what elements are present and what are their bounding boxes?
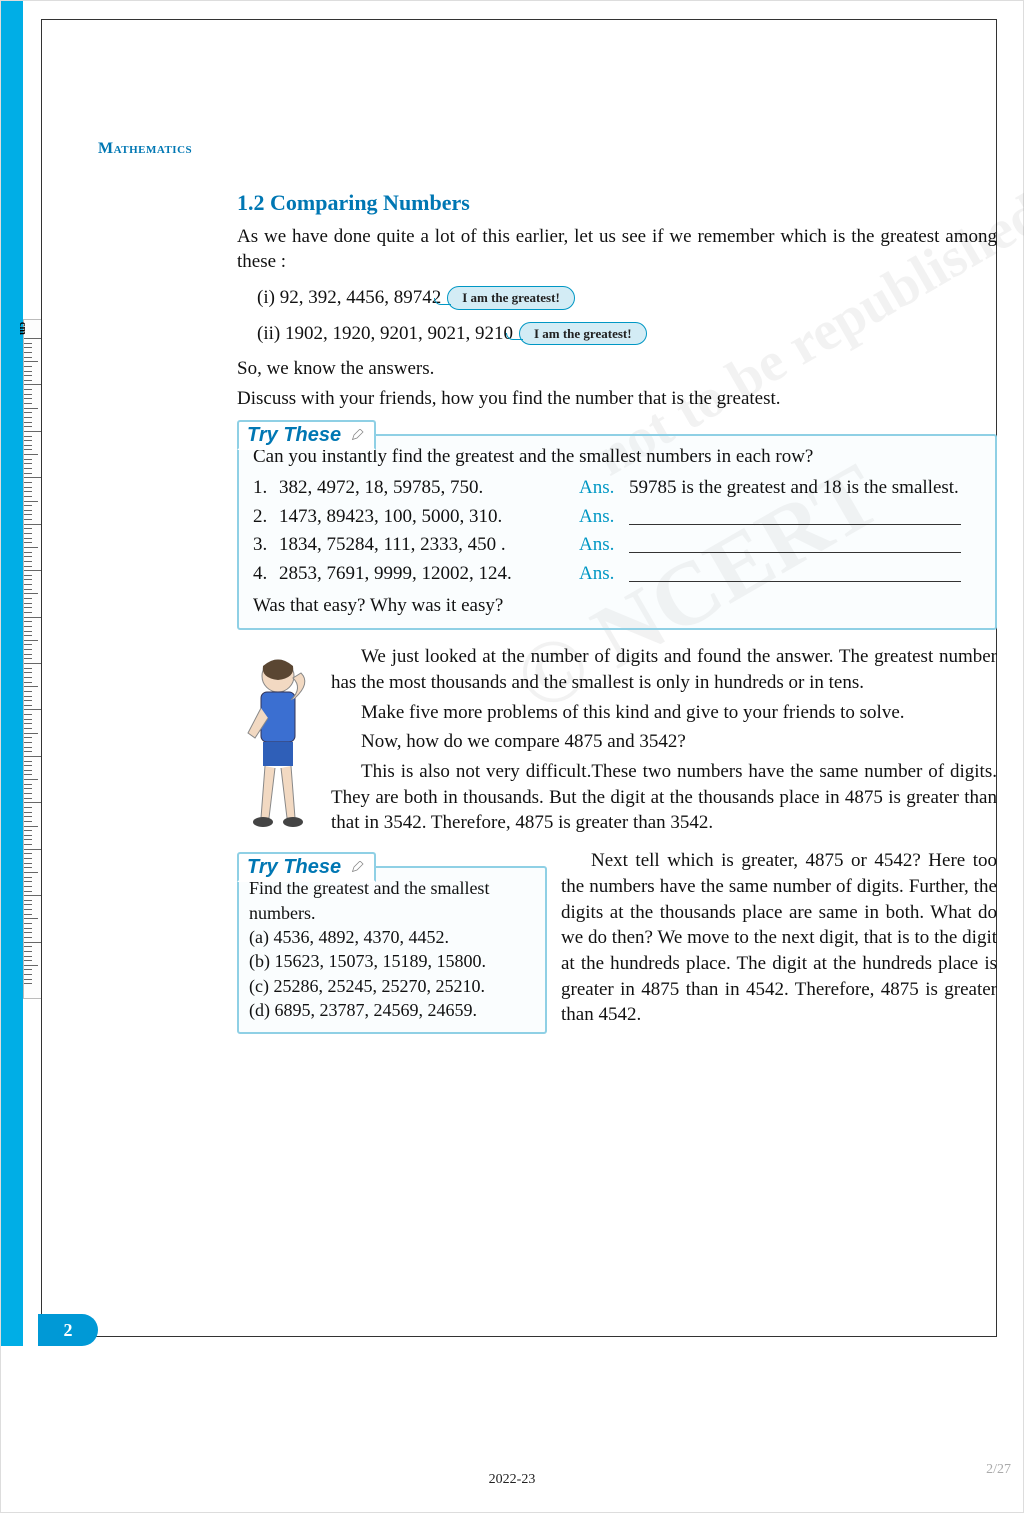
example-label: (ii) (257, 321, 280, 347)
try-heading-text: Try These (247, 856, 341, 878)
list-item: (c) 25286, 25245, 25270, 25210. (249, 974, 535, 998)
pencil-icon (350, 861, 364, 873)
speech-bubble: I am the greatest! (447, 286, 575, 310)
intro-paragraph: As we have done quite a lot of this earl… (237, 224, 997, 275)
question-text: 2853, 7691, 9999, 12002, 124. (279, 561, 579, 587)
year-footer: 2022-23 (489, 1472, 536, 1488)
try-closing: Was that easy? Why was it easy? (253, 593, 981, 619)
page-counter: 2/27 (986, 1462, 1011, 1478)
question-number: 1. (253, 475, 279, 501)
section-number: 1.2 (237, 190, 265, 215)
try-heading-text: Try These (247, 424, 341, 446)
try-these-heading: Try These (237, 852, 376, 882)
question-row: 4. 2853, 7691, 9999, 12002, 124. Ans. (253, 561, 981, 587)
boy-illustration (233, 648, 323, 848)
page-frame: Mathematics © NCERT not to be republishe… (41, 19, 997, 1337)
body-paragraph: Make five more problems of this kind and… (237, 700, 997, 726)
answer-blank (629, 561, 961, 582)
pencil-icon (350, 429, 364, 441)
question-number: 2. (253, 504, 279, 530)
question-number: 4. (253, 561, 279, 587)
left-margin-strip (1, 1, 23, 1346)
question-number: 3. (253, 532, 279, 558)
body-paragraph: We just looked at the number of digits a… (237, 644, 997, 695)
page: cm // ruler ticks rendered below via JS … (0, 0, 1024, 1513)
boy-icon (233, 648, 323, 848)
body-paragraph: Now, how do we compare 4875 and 3542? (237, 729, 997, 755)
question-row: 1. 382, 4972, 18, 59785, 750. Ans. 59785… (253, 475, 981, 501)
example-numbers: 92, 392, 4456, 89742 (280, 285, 442, 311)
body-paragraph: This is also not very difficult.These tw… (237, 759, 997, 836)
body-paragraph: Next tell which is greater, 4875 or 4542… (561, 848, 997, 1027)
answer-label: Ans. (579, 561, 629, 587)
illustrated-paragraph-block: We just looked at the number of digits a… (237, 644, 997, 848)
section-name: Comparing Numbers (270, 190, 470, 215)
answer-label: Ans. (579, 504, 629, 530)
example-numbers: 1902, 1920, 9201, 9021, 9210 (285, 321, 513, 347)
list-item: (d) 6895, 23787, 24569, 24659. (249, 998, 535, 1022)
question-text: 1834, 75284, 111, 2333, 450 . (279, 532, 579, 558)
answer-blank (629, 532, 961, 553)
try-question: Find the greatest and the smallest numbe… (249, 876, 535, 925)
example-label: (i) (257, 285, 275, 311)
try-these-box: Try These Can you instantly find the gre… (237, 434, 997, 631)
try-these-heading: Try These (237, 420, 376, 450)
answer-label: Ans. (579, 532, 629, 558)
question-text: 1473, 89423, 100, 5000, 310. (279, 504, 579, 530)
list-item: (b) 15623, 15073, 15189, 15800. (249, 949, 535, 973)
subject-label: Mathematics (98, 140, 192, 158)
body-paragraph: So, we know the answers. (237, 356, 997, 382)
try-these-box: Try These Find the greatest and the smal… (237, 866, 547, 1034)
question-row: 3. 1834, 75284, 111, 2333, 450 . Ans. (253, 532, 981, 558)
body-paragraph: Discuss with your friends, how you find … (237, 386, 997, 412)
page-number-badge: 2 (38, 1314, 98, 1346)
two-column-block: Try These Find the greatest and the smal… (237, 848, 997, 1048)
example-row: (i) 92, 392, 4456, 89742 I am the greate… (257, 285, 997, 311)
example-row: (ii) 1902, 1920, 9201, 9021, 9210 I am t… (257, 321, 997, 347)
speech-bubble: I am the greatest! (519, 322, 647, 346)
answer-blank (629, 504, 961, 525)
list-item: (a) 4536, 4892, 4370, 4452. (249, 925, 535, 949)
question-text: 382, 4972, 18, 59785, 750. (279, 475, 579, 501)
main-content: © NCERT not to be republished 1.2 Compar… (237, 188, 997, 1048)
answer-text: 59785 is the greatest and 18 is the smal… (629, 475, 981, 501)
section-title: 1.2 Comparing Numbers (237, 188, 997, 218)
answer-label: Ans. (579, 475, 629, 501)
question-row: 2. 1473, 89423, 100, 5000, 310. Ans. (253, 504, 981, 530)
ruler-unit-label: cm (17, 322, 28, 335)
